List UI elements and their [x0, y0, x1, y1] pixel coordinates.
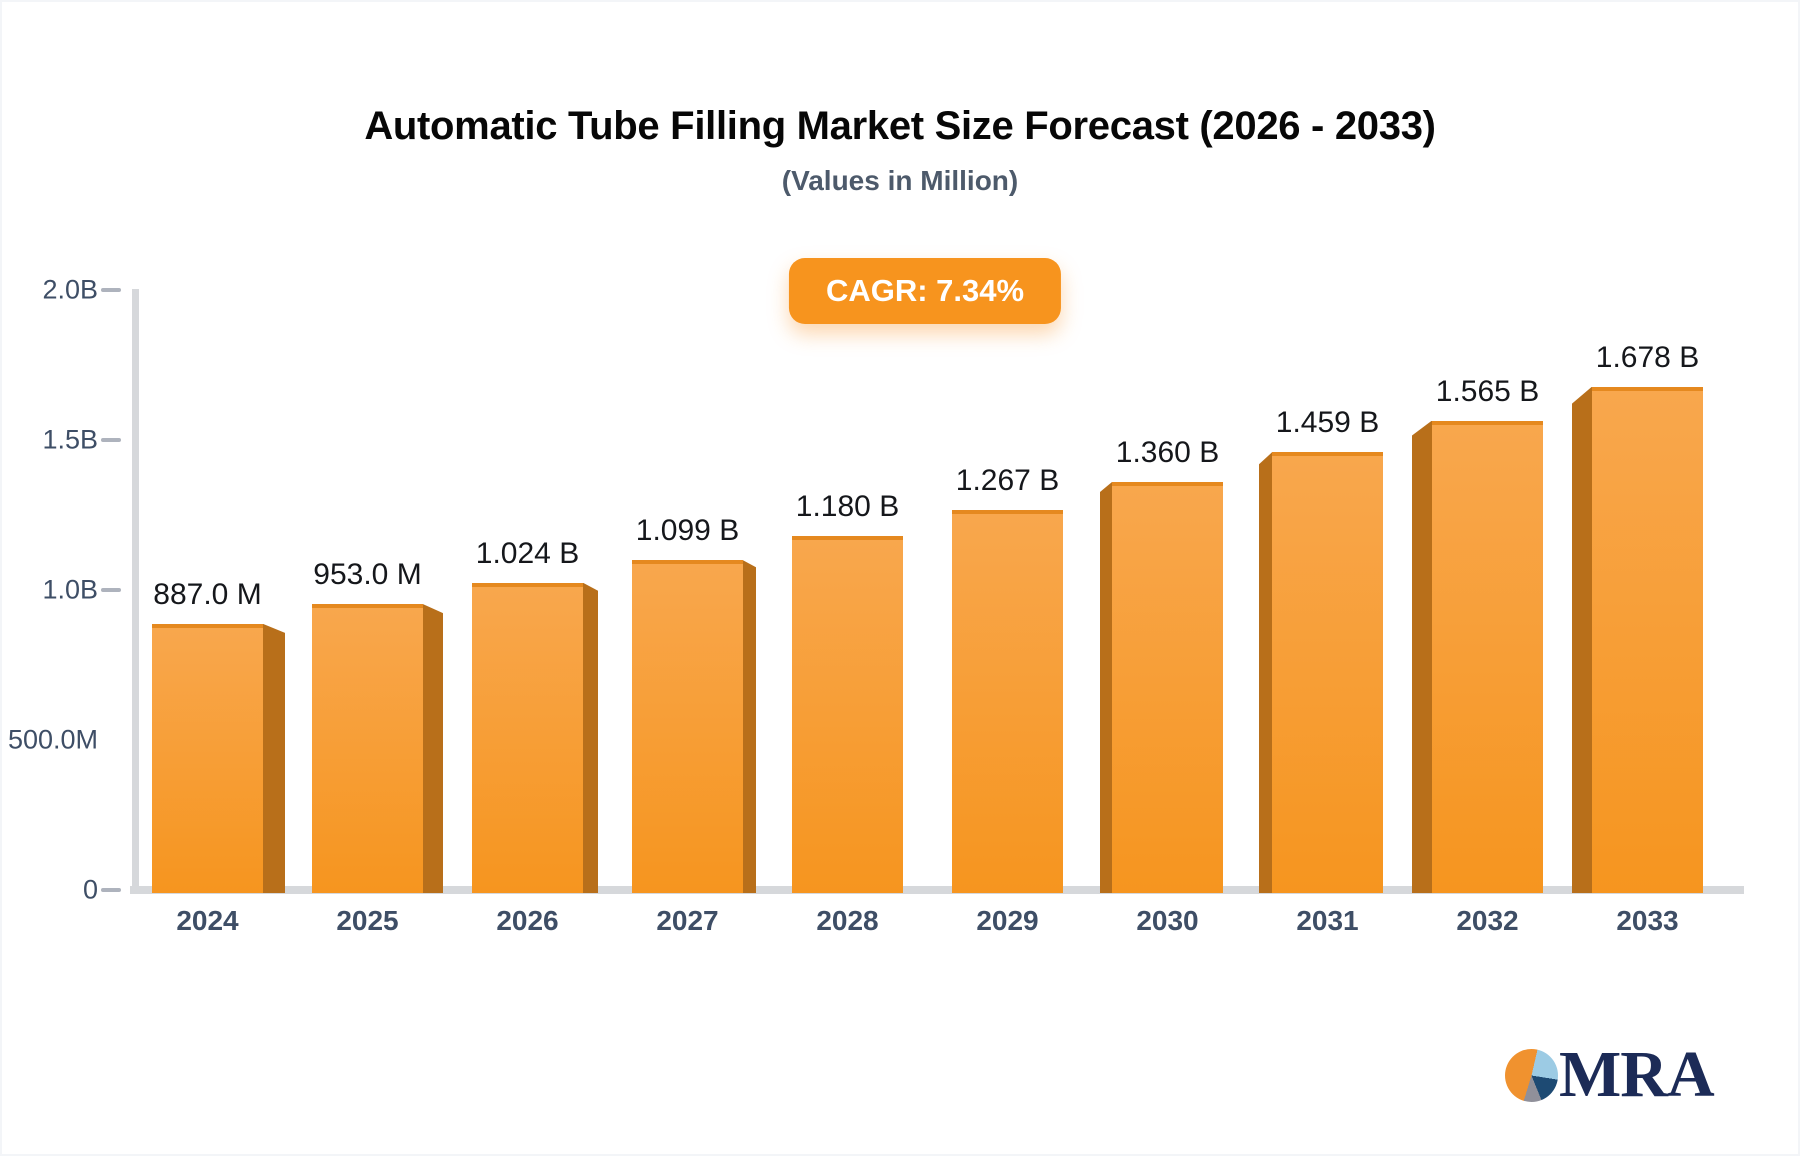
bar-3d-side [743, 560, 756, 893]
bar-3d-side [1572, 386, 1592, 893]
bar-3d-side [423, 604, 443, 893]
bar-2024 [152, 623, 263, 893]
bar-2025 [312, 604, 423, 893]
x-axis-label-2025: 2025 [336, 905, 399, 936]
bar-value-label: 1.678 B [1595, 340, 1700, 374]
y-axis-tick [101, 288, 121, 292]
bar-2030 [1112, 482, 1223, 893]
bar-2031 [1272, 452, 1383, 893]
x-axis-label-2031: 2031 [1296, 905, 1359, 936]
y-axis-line [132, 289, 139, 894]
bar-value-label: 1.360 B [1115, 436, 1220, 469]
bar-3d-side [1100, 482, 1112, 893]
x-axis-label-2029: 2029 [976, 905, 1039, 936]
bar-value-label: 1.565 B [1435, 374, 1540, 408]
bar-3d-side [263, 623, 285, 893]
bar-value-label: 953.0 M [313, 558, 422, 592]
x-axis-label-2030: 2030 [1136, 905, 1199, 936]
bar-3d-side [1412, 420, 1432, 893]
chart-title: Automatic Tube Filling Market Size Forec… [364, 104, 1436, 148]
bar-2027 [632, 560, 743, 893]
cagr-badge: CAGR: 7.34% [788, 258, 1062, 324]
pie-chart-logo-icon [1505, 1048, 1558, 1102]
bar-2026 [472, 582, 583, 893]
brand-logo: MRA [1505, 1038, 1715, 1111]
bar-value-label: 1.099 B [635, 514, 740, 548]
x-axis-label-2026: 2026 [496, 905, 559, 936]
brand-logo-text: MRA [1559, 1038, 1715, 1111]
bar-3d-side [583, 582, 598, 893]
y-axis-label: 2.0B [42, 274, 98, 305]
y-axis-label: 0 [82, 874, 98, 905]
y-axis-tick [101, 888, 121, 892]
x-axis-line [130, 886, 1744, 894]
y-axis-tick [101, 438, 121, 442]
bar-3d-side [1259, 452, 1272, 893]
bar-value-label: 1.267 B [955, 463, 1060, 497]
x-axis-label-2027: 2027 [656, 905, 719, 936]
bar-value-label: 1.459 B [1275, 406, 1380, 440]
bar-value-label: 1.024 B [475, 536, 580, 570]
y-axis-tick [101, 588, 121, 592]
bar-2032 [1432, 420, 1543, 893]
bar-value-label: 887.0 M [153, 577, 262, 611]
bar-2028 [792, 536, 903, 893]
y-axis-label: 1.0B [42, 574, 98, 605]
x-axis-label-2028: 2028 [816, 905, 879, 936]
x-axis-label-2032: 2032 [1456, 905, 1519, 936]
x-axis-label-2024: 2024 [176, 905, 239, 936]
bar-2029 [952, 509, 1063, 893]
x-axis-label-2033: 2033 [1616, 905, 1679, 936]
bar-value-label: 1.180 B [795, 490, 900, 523]
y-axis-label: 1.5B [42, 424, 98, 455]
y-axis-label: 500.0M [7, 724, 98, 755]
chart-subtitle: (Values in Million) [781, 165, 1019, 196]
bar-2033 [1592, 386, 1703, 893]
